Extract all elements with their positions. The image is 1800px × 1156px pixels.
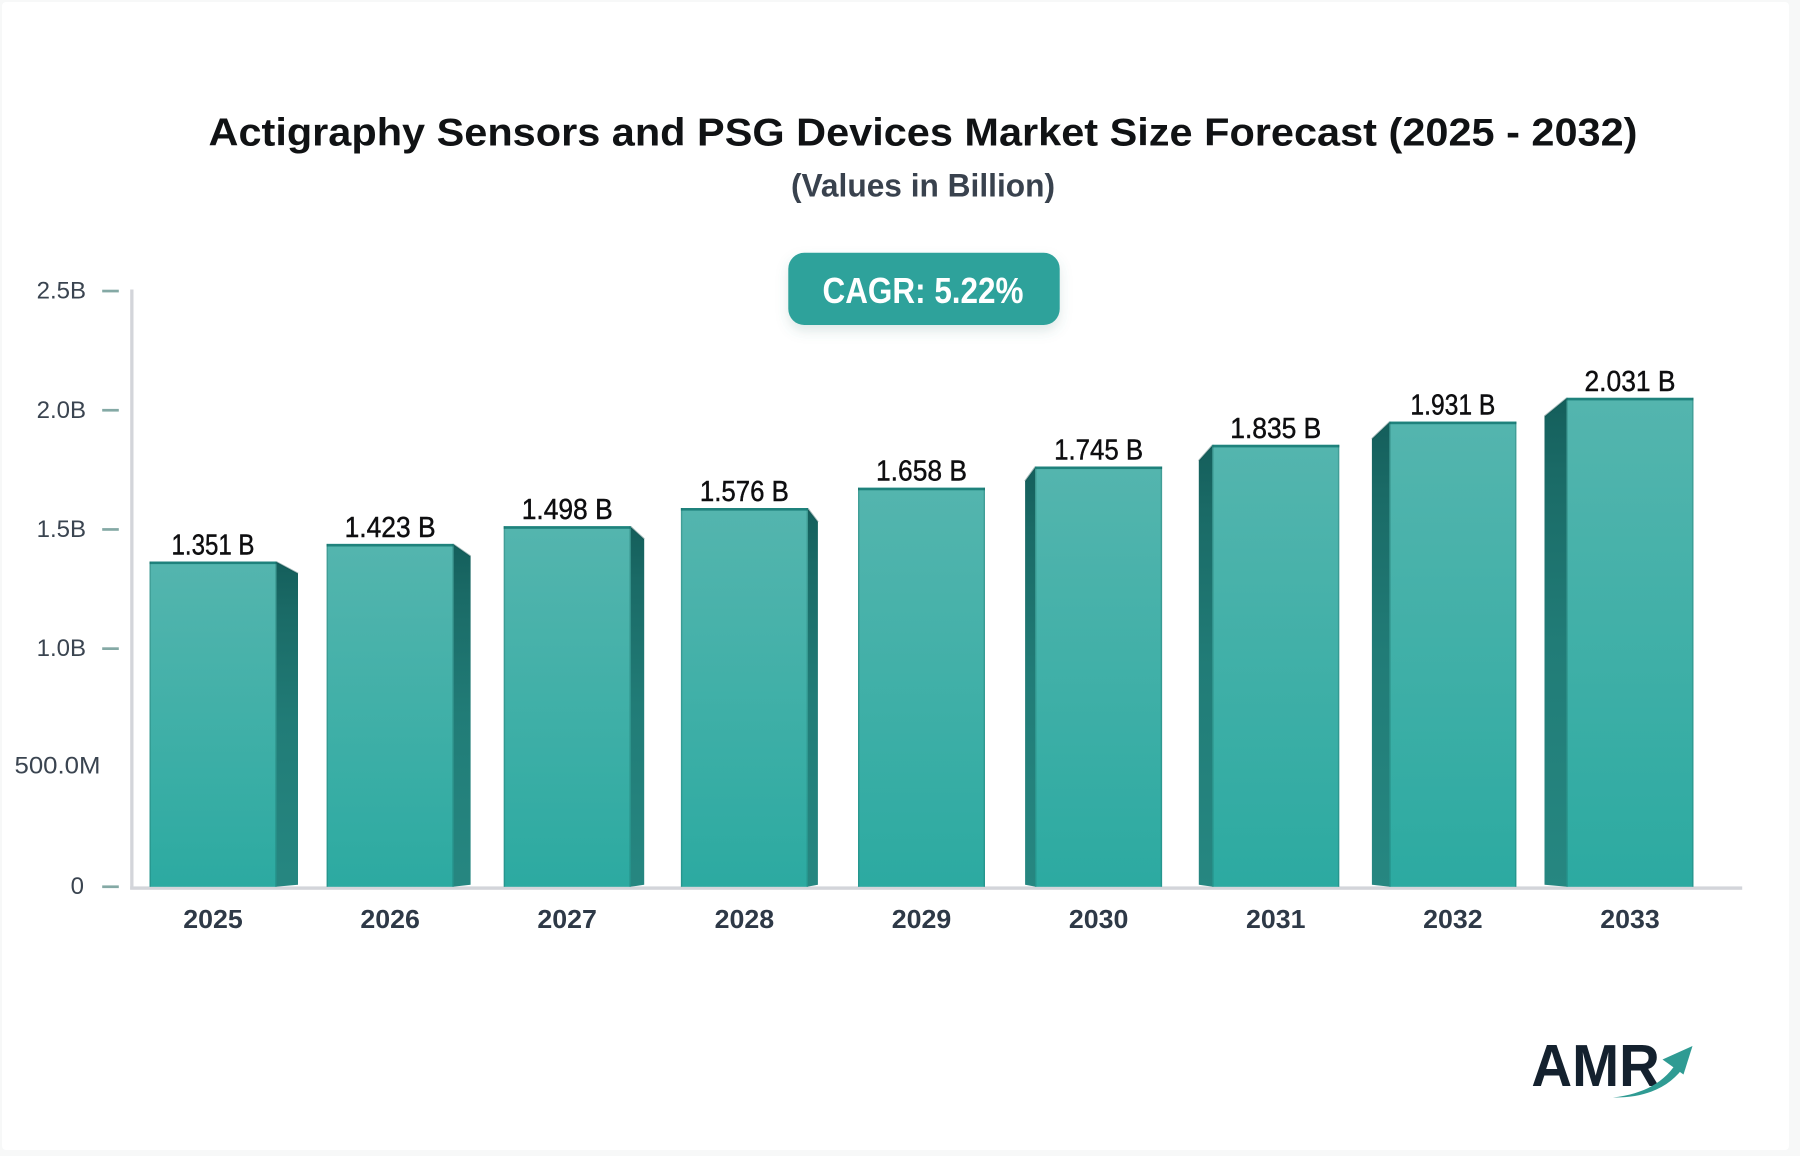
svg-text:1.0B: 1.0B xyxy=(37,635,86,662)
svg-text:2029: 2029 xyxy=(892,904,952,934)
svg-text:1.931 B: 1.931 B xyxy=(1410,390,1495,422)
svg-text:2033: 2033 xyxy=(1600,904,1660,934)
svg-text:1.351 B: 1.351 B xyxy=(172,530,255,562)
svg-text:1.498 B: 1.498 B xyxy=(522,494,613,526)
svg-text:AMR: AMR xyxy=(1531,1033,1660,1099)
svg-text:2.5B: 2.5B xyxy=(37,278,86,305)
svg-text:Actigraphy Sensors and PSG Dev: Actigraphy Sensors and PSG Devices Marke… xyxy=(209,112,1638,155)
svg-text:1.5B: 1.5B xyxy=(37,516,86,543)
svg-text:1.423 B: 1.423 B xyxy=(345,512,436,544)
svg-text:2.031 B: 2.031 B xyxy=(1585,366,1676,398)
svg-text:2030: 2030 xyxy=(1069,904,1129,934)
svg-text:2028: 2028 xyxy=(715,904,775,934)
svg-text:0: 0 xyxy=(71,873,84,900)
svg-text:2025: 2025 xyxy=(183,904,243,934)
svg-text:2031: 2031 xyxy=(1246,904,1306,934)
svg-text:2026: 2026 xyxy=(360,904,420,934)
svg-text:2027: 2027 xyxy=(537,904,597,934)
svg-text:1.835 B: 1.835 B xyxy=(1230,413,1321,445)
svg-text:1.745 B: 1.745 B xyxy=(1054,435,1143,467)
svg-text:500.0M: 500.0M xyxy=(15,752,101,779)
svg-text:1.658 B: 1.658 B xyxy=(876,456,967,488)
svg-text:(Values in Billion): (Values in Billion) xyxy=(791,167,1055,203)
svg-text:CAGR: 5.22%: CAGR: 5.22% xyxy=(823,270,1024,311)
svg-text:2.0B: 2.0B xyxy=(37,397,86,424)
svg-text:1.576 B: 1.576 B xyxy=(700,476,789,508)
svg-text:2032: 2032 xyxy=(1423,904,1483,934)
